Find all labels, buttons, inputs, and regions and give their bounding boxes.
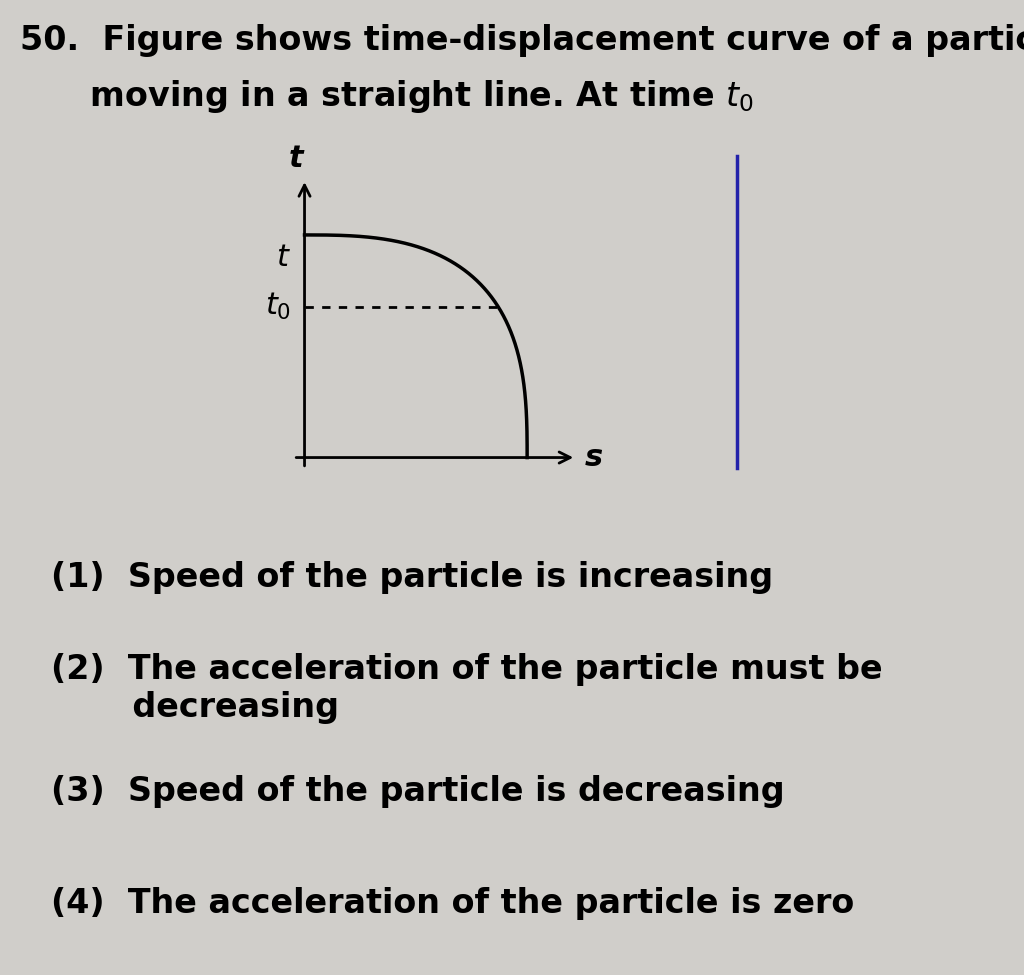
Text: 50.  Figure shows time-displacement curve of a particle: 50. Figure shows time-displacement curve… [20,24,1024,58]
Text: s: s [585,443,603,472]
Text: t: t [289,143,303,173]
Text: (4)  The acceleration of the particle is zero: (4) The acceleration of the particle is … [51,887,854,920]
Text: moving in a straight line. At time $t_0$: moving in a straight line. At time $t_0$ [20,78,755,115]
Text: (1)  Speed of the particle is increasing: (1) Speed of the particle is increasing [51,561,773,594]
Text: $t_0$: $t_0$ [265,292,291,323]
Text: $t$: $t$ [276,243,291,272]
Text: (2)  The acceleration of the particle must be
       decreasing: (2) The acceleration of the particle mus… [51,653,883,724]
Text: (3)  Speed of the particle is decreasing: (3) Speed of the particle is decreasing [51,775,784,808]
